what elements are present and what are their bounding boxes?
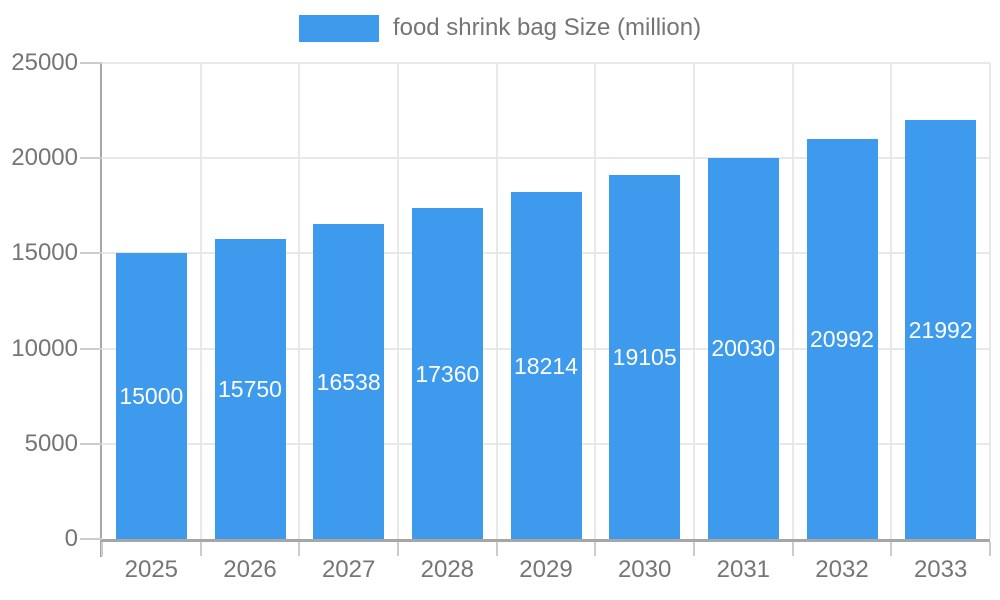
bar: 20992 — [806, 139, 878, 539]
bar-value-label: 15750 — [218, 376, 282, 403]
y-tick-mark — [80, 252, 102, 255]
x-tick-label: 2025 — [124, 556, 179, 583]
v-gridline — [396, 63, 399, 539]
x-tick-mark — [594, 542, 597, 556]
v-gridline — [199, 63, 202, 539]
bar: 15000 — [115, 253, 187, 539]
y-tick-label: 15000 — [11, 239, 78, 267]
h-gridline — [102, 157, 990, 160]
y-tick-label: 10000 — [11, 334, 78, 362]
v-gridline — [692, 63, 695, 539]
x-tick-label: 2033 — [913, 556, 968, 583]
y-tick-label: 25000 — [11, 49, 78, 76]
x-tick-label: 2032 — [815, 556, 869, 583]
x-tick-mark — [693, 542, 695, 556]
h-gridline — [102, 62, 990, 64]
bar-value-label: 20992 — [810, 326, 874, 353]
y-tick-mark — [80, 347, 102, 350]
v-gridline — [890, 63, 893, 539]
v-gridline — [594, 63, 597, 539]
x-tick-label: 2026 — [223, 556, 277, 583]
x-tick-mark — [298, 542, 301, 556]
bar: 19105 — [609, 175, 681, 539]
x-tick-mark — [397, 542, 399, 556]
y-tick-label: 20000 — [11, 144, 78, 172]
bar-value-label: 18214 — [514, 352, 578, 379]
y-tick-mark — [80, 538, 102, 540]
bar: 16538 — [313, 224, 385, 539]
x-tick-label: 2028 — [420, 556, 475, 583]
x-axis-line — [100, 539, 990, 542]
bar: 20030 — [707, 157, 779, 539]
bar: 17360 — [411, 208, 483, 539]
y-tick-mark — [80, 442, 102, 445]
x-tick-label: 2027 — [321, 556, 376, 583]
x-tick-mark — [101, 542, 103, 556]
x-tick-mark — [495, 542, 498, 556]
bar: 21992 — [905, 120, 977, 539]
v-gridline — [989, 63, 991, 539]
y-tick-mark — [80, 157, 102, 160]
bar: 15750 — [214, 239, 286, 539]
y-tick-label: 5000 — [24, 429, 78, 457]
y-tick-label: 0 — [64, 525, 78, 552]
legend: food shrink bag Size (million) — [0, 14, 1000, 42]
x-tick-mark — [199, 542, 202, 556]
plot-area: 15000 15750 16538 17360 18214 19105 20030 20992… — [102, 62, 991, 539]
x-tick-mark — [890, 542, 893, 556]
legend-swatch — [298, 14, 379, 42]
bar-value-label: 21992 — [908, 316, 973, 343]
legend-label: food shrink bag Size (million) — [392, 14, 702, 41]
x-tick-mark — [989, 542, 991, 556]
y-axis-line — [100, 63, 102, 557]
bar-value-label: 16538 — [316, 368, 381, 395]
x-tick-label: 2029 — [519, 556, 573, 583]
bar-value-label: 20030 — [711, 335, 776, 362]
x-tick-label: 2030 — [617, 556, 672, 583]
bar: 18214 — [510, 192, 582, 539]
bar-value-label: 15000 — [119, 383, 184, 410]
y-tick-mark — [80, 62, 102, 64]
bar-value-label: 17360 — [415, 360, 480, 387]
bar-value-label: 19105 — [612, 344, 677, 371]
x-tick-mark — [791, 542, 794, 556]
v-gridline — [298, 63, 301, 539]
v-gridline — [495, 63, 498, 539]
v-gridline — [791, 63, 794, 539]
x-tick-label: 2031 — [716, 556, 771, 583]
